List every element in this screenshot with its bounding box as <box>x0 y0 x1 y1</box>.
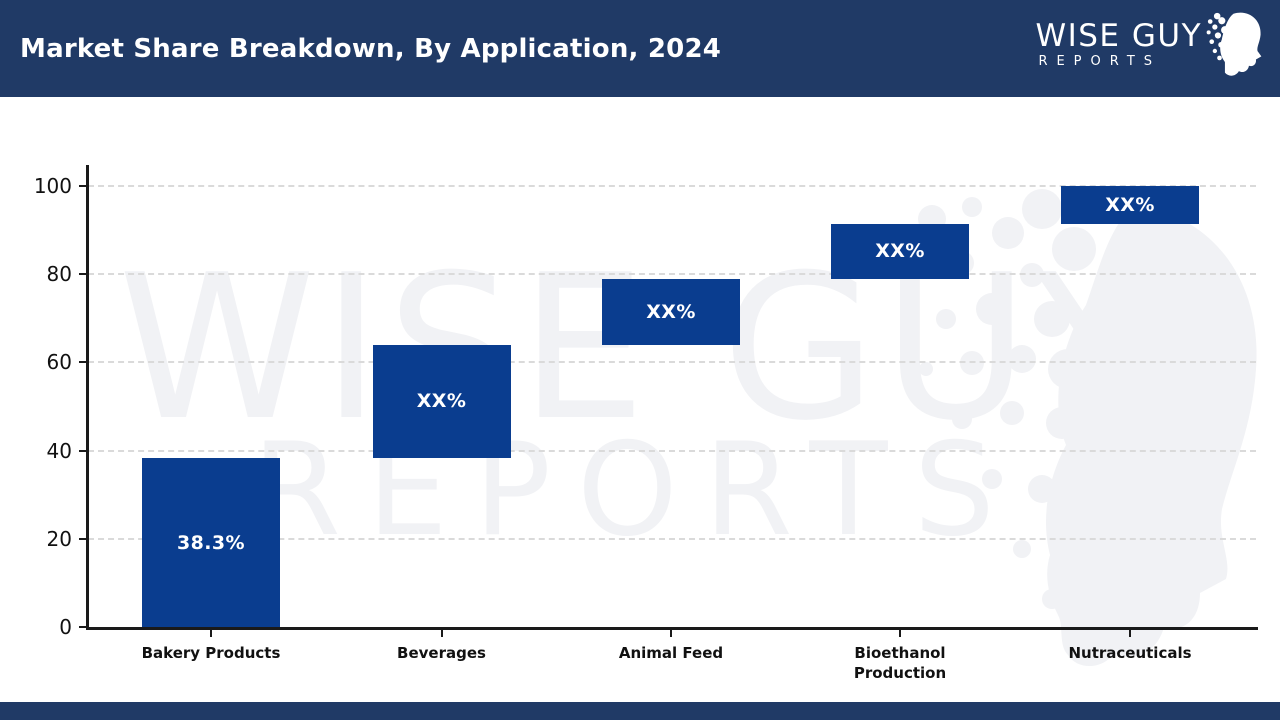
x-tick <box>210 630 212 637</box>
x-category-label: Animal Feed <box>618 644 724 662</box>
y-tick-label: 60 <box>46 350 72 375</box>
bar: 38.3% <box>142 458 280 627</box>
y-tick <box>79 626 88 628</box>
chart-title: Market Share Breakdown, By Application, … <box>20 34 722 64</box>
watermark-layer: WISE GUY REPORTS <box>0 97 1280 702</box>
bar-value-label: 38.3% <box>177 531 245 554</box>
y-tick <box>79 273 88 276</box>
logo-wordmark: WISE GUY <box>1035 17 1202 54</box>
x-tick <box>899 630 901 637</box>
x-axis-spine <box>86 627 1258 630</box>
y-tick-label: 0 <box>59 615 72 639</box>
x-category-label: Bioethanol Production <box>853 644 947 683</box>
footer-band <box>0 702 1280 720</box>
bar: XX% <box>372 344 511 459</box>
x-tick <box>1129 630 1131 637</box>
x-category-label: Bakery Products <box>141 644 281 662</box>
gridline <box>88 273 1256 276</box>
wise-guy-reports-logo: WISE GUY REPORTS <box>1035 9 1266 79</box>
bar-value-label: XX% <box>416 390 467 413</box>
y-tick-label: 40 <box>46 438 72 463</box>
y-tick <box>79 361 88 364</box>
plot-area: WISE GUY REPORTS <box>0 97 1280 702</box>
y-tick-label: 20 <box>46 526 72 551</box>
x-tick <box>440 630 443 637</box>
y-tick <box>79 537 88 540</box>
bar-value-label: XX% <box>646 300 696 323</box>
x-category-label: Beverages <box>397 644 486 662</box>
y-tick <box>79 185 88 187</box>
header-band: Market Share Breakdown, By Application, … <box>0 0 1280 97</box>
logo-head-icon <box>1204 9 1266 79</box>
bar: XX% <box>831 223 969 279</box>
x-category-label: Nutraceuticals <box>1068 644 1192 662</box>
bar-value-label: XX% <box>1105 193 1155 216</box>
bar-value-label: XX% <box>875 240 925 263</box>
logo-subtitle: REPORTS <box>1038 54 1162 70</box>
y-tick-label: 80 <box>46 262 72 287</box>
gridline <box>88 185 1256 187</box>
y-tick <box>79 449 88 452</box>
gridline <box>88 537 1256 540</box>
x-tick <box>670 630 672 637</box>
y-tick-label: 100 <box>33 174 72 198</box>
y-axis-spine <box>86 165 89 630</box>
gridline <box>88 361 1256 364</box>
bar: XX% <box>602 278 740 345</box>
bar: XX% <box>1061 186 1199 224</box>
watermark-head-icon <box>900 177 1280 701</box>
gridline <box>88 449 1256 452</box>
logo-text: WISE GUY REPORTS <box>1035 19 1202 69</box>
